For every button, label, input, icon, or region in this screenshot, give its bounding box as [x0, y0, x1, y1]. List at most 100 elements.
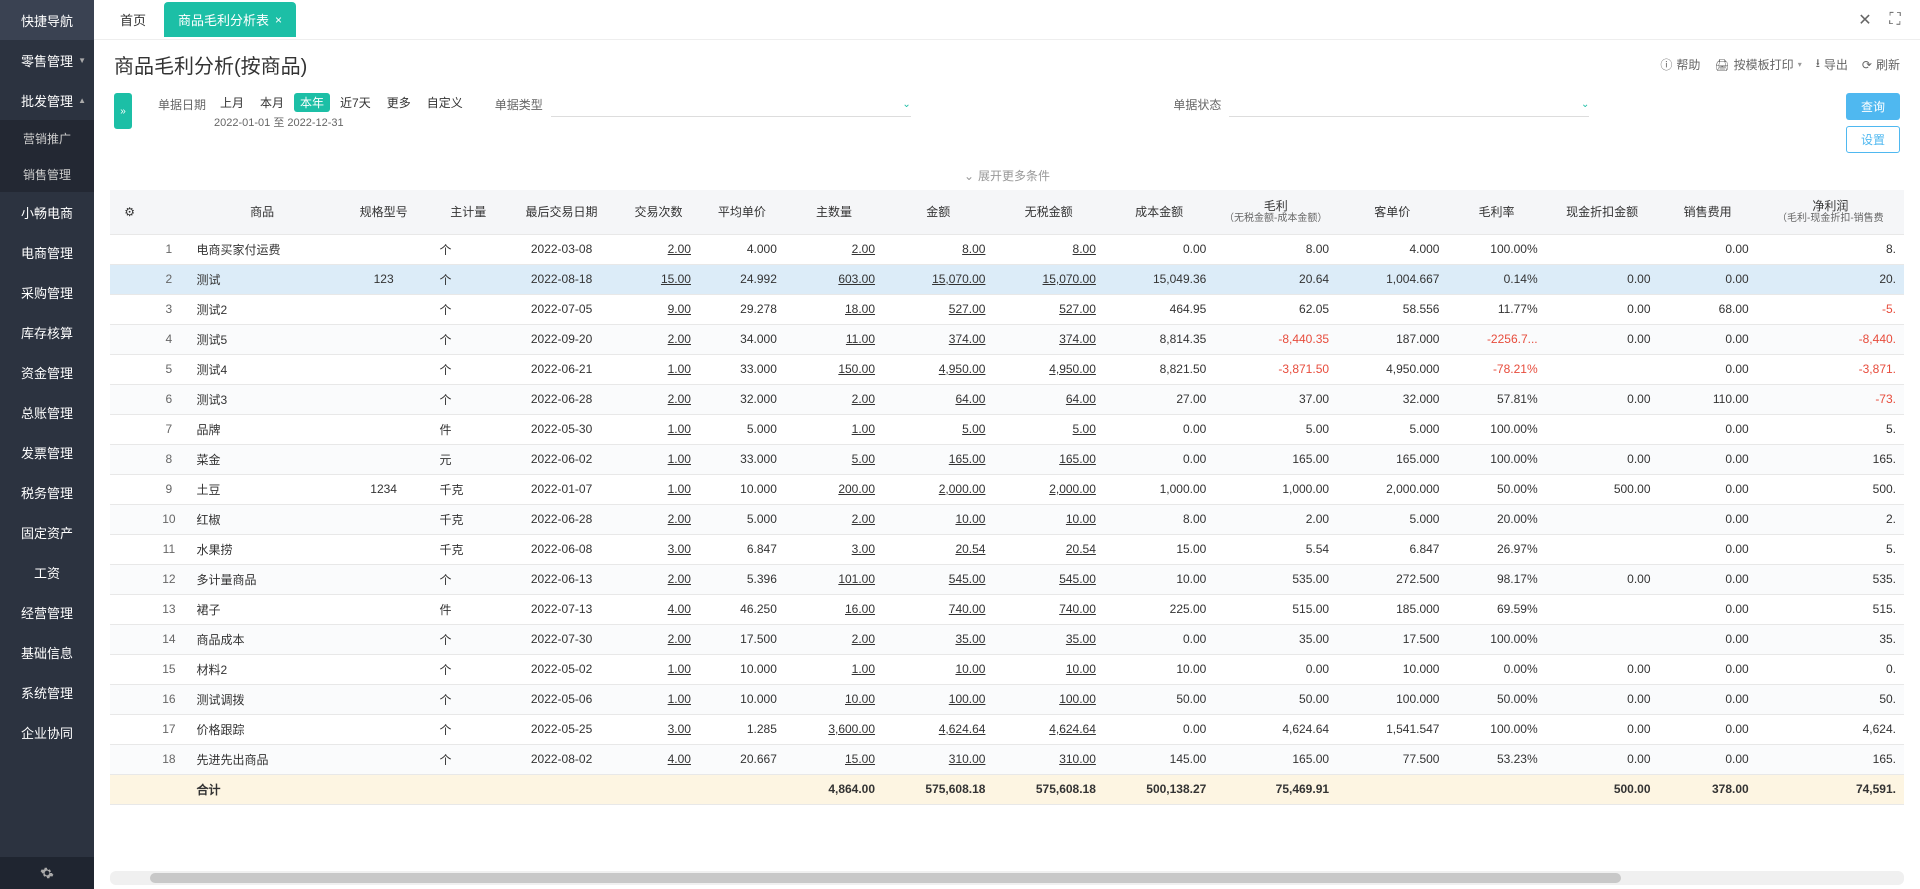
tab-active[interactable]: 商品毛利分析表 ×	[164, 2, 296, 37]
close-icon[interactable]: ×	[275, 13, 282, 27]
sidebar-item[interactable]: 发票管理	[0, 432, 94, 472]
query-button[interactable]: 查询	[1846, 93, 1900, 120]
col-rate[interactable]: 毛利率	[1447, 190, 1545, 234]
col-notax[interactable]: 无税金额	[993, 190, 1103, 234]
help-button[interactable]: ⓘ帮助	[1660, 56, 1700, 73]
table-row[interactable]: 6测试3个2022-06-282.0032.0002.0064.0064.002…	[110, 384, 1904, 414]
sidebar-item[interactable]: 系统管理	[0, 672, 94, 712]
date-chip[interactable]: 近7天	[334, 93, 377, 112]
date-chip[interactable]: 本月	[254, 93, 290, 112]
table-row[interactable]: 1电商买家付运费个2022-03-082.004.0002.008.008.00…	[110, 234, 1904, 264]
collapse-filter-button[interactable]: »	[114, 93, 132, 129]
tab-active-label: 商品毛利分析表	[178, 10, 269, 29]
col-date[interactable]: 最后交易日期	[505, 190, 618, 234]
col-unitp[interactable]: 客单价	[1337, 190, 1447, 234]
total-row: 合计4,864.00575,608.18575,608.18500,138.27…	[110, 774, 1904, 804]
sidebar-item[interactable]: 批发管理▲	[0, 80, 94, 120]
horizontal-scrollbar[interactable]	[110, 871, 1904, 885]
table-row[interactable]: 13裙子件2022-07-134.0046.25016.00740.00740.…	[110, 594, 1904, 624]
table-row[interactable]: 2测试123个2022-08-1815.0024.992603.0015,070…	[110, 264, 1904, 294]
doctype-select[interactable]: ⌄	[551, 93, 911, 117]
tab-home[interactable]: 首页	[106, 2, 160, 37]
data-table: ⚙ 商品规格型号主计量最后交易日期交易次数平均单价主数量金额无税金额成本金额毛利（…	[110, 190, 1904, 805]
col-idx[interactable]	[149, 190, 188, 234]
table-row[interactable]: 17价格跟踪个2022-05-253.001.2853,600.004,624.…	[110, 714, 1904, 744]
chevron-icon: ▼	[78, 56, 86, 65]
col-spec[interactable]: 规格型号	[336, 190, 432, 234]
settings-gear[interactable]	[0, 857, 94, 889]
sidebar-item[interactable]: 资金管理	[0, 352, 94, 392]
col-gross[interactable]: 毛利（无税金额-成本金额）	[1214, 190, 1337, 234]
sidebar-item[interactable]: 库存核算	[0, 312, 94, 352]
refresh-button[interactable]: ⟳刷新	[1862, 56, 1900, 73]
date-label: 单据日期	[152, 93, 206, 113]
table-row[interactable]: 5测试4个2022-06-211.0033.000150.004,950.004…	[110, 354, 1904, 384]
sidebar: 快捷导航零售管理▼批发管理▲营销推广销售管理小畅电商电商管理采购管理库存核算资金…	[0, 0, 94, 889]
filter-bar: » 单据日期 上月本月本年近7天更多自定义 2022-01-01 至 2022-…	[94, 85, 1920, 161]
date-filter: 单据日期 上月本月本年近7天更多自定义 2022-01-01 至 2022-12…	[152, 93, 469, 130]
date-chip[interactable]: 更多	[381, 93, 417, 112]
gear-icon	[40, 866, 54, 880]
sidebar-item[interactable]: 电商管理	[0, 232, 94, 272]
expand-conditions-button[interactable]: ⌄ 展开更多条件	[94, 161, 1920, 190]
sidebar-subitem[interactable]: 营销推广	[0, 120, 94, 156]
table-row[interactable]: 15材料2个2022-05-021.0010.0001.0010.0010.00…	[110, 654, 1904, 684]
title-bar: 商品毛利分析(按商品) ⓘ帮助 🖨按模板打印▾ ⭳导出 ⟳刷新	[94, 40, 1920, 85]
table-row[interactable]: 9土豆1234千克2022-01-071.0010.000200.002,000…	[110, 474, 1904, 504]
sidebar-item[interactable]: 快捷导航	[0, 0, 94, 40]
sidebar-item[interactable]: 零售管理▼	[0, 40, 94, 80]
sidebar-item[interactable]: 总账管理	[0, 392, 94, 432]
col-avgp[interactable]: 平均单价	[699, 190, 785, 234]
col-amt[interactable]: 金额	[883, 190, 993, 234]
sidebar-item[interactable]: 基础信息	[0, 632, 94, 672]
date-chip[interactable]: 上月	[214, 93, 250, 112]
table-row[interactable]: 11水果捞千克2022-06-083.006.8473.0020.5420.54…	[110, 534, 1904, 564]
tab-bar: 首页 商品毛利分析表 × ✕ ⛶	[94, 0, 1920, 40]
sidebar-item[interactable]: 税务管理	[0, 472, 94, 512]
table-container[interactable]: ⚙ 商品规格型号主计量最后交易日期交易次数平均单价主数量金额无税金额成本金额毛利（…	[94, 190, 1920, 871]
docstatus-filter: 单据状态 ⌄	[1167, 93, 1826, 117]
fullscreen-icon[interactable]: ⛶	[1882, 7, 1908, 33]
doctype-label: 单据类型	[489, 93, 543, 113]
docstatus-select[interactable]: ⌄	[1229, 93, 1589, 117]
doctype-filter: 单据类型 ⌄	[489, 93, 1148, 117]
title-actions: ⓘ帮助 🖨按模板打印▾ ⭳导出 ⟳刷新	[1660, 54, 1900, 75]
table-row[interactable]: 10红椒千克2022-06-282.005.0002.0010.0010.008…	[110, 504, 1904, 534]
page-title: 商品毛利分析(按商品)	[114, 50, 1660, 79]
print-button[interactable]: 🖨按模板打印▾	[1714, 56, 1801, 73]
sidebar-item[interactable]: 采购管理	[0, 272, 94, 312]
date-range: 2022-01-01 至 2022-12-31	[214, 114, 469, 130]
col-net[interactable]: 净利润（毛利-现金折扣-销售费	[1757, 190, 1904, 234]
close-all-icon[interactable]: ✕	[1852, 7, 1878, 33]
col-tx[interactable]: 交易次数	[618, 190, 699, 234]
main: 首页 商品毛利分析表 × ✕ ⛶ 商品毛利分析(按商品) ⓘ帮助 🖨按模板打印▾…	[94, 0, 1920, 889]
col-disc[interactable]: 现金折扣金额	[1546, 190, 1659, 234]
col-cost[interactable]: 成本金额	[1104, 190, 1214, 234]
date-chip[interactable]: 本年	[294, 93, 330, 112]
col-fee[interactable]: 销售费用	[1659, 190, 1757, 234]
col-qty[interactable]: 主数量	[785, 190, 883, 234]
table-row[interactable]: 7品牌件2022-05-301.005.0001.005.005.000.005…	[110, 414, 1904, 444]
table-row[interactable]: 16测试调拨个2022-05-061.0010.00010.00100.0010…	[110, 684, 1904, 714]
table-row[interactable]: 4测试5个2022-09-202.0034.00011.00374.00374.…	[110, 324, 1904, 354]
chevron-icon: ▲	[78, 96, 86, 105]
col-unit[interactable]: 主计量	[431, 190, 505, 234]
table-row[interactable]: 14商品成本个2022-07-302.0017.5002.0035.0035.0…	[110, 624, 1904, 654]
sidebar-item[interactable]: 小畅电商	[0, 192, 94, 232]
settings-button[interactable]: 设置	[1846, 126, 1900, 153]
sidebar-item[interactable]: 经营管理	[0, 592, 94, 632]
date-chip[interactable]: 自定义	[421, 93, 469, 112]
table-row[interactable]: 12多计量商品个2022-06-132.005.396101.00545.005…	[110, 564, 1904, 594]
chevron-down-icon: ⌄	[964, 169, 974, 183]
col-gear[interactable]: ⚙	[110, 190, 149, 234]
sidebar-item[interactable]: 工资	[0, 552, 94, 592]
table-row[interactable]: 18先进先出商品个2022-08-024.0020.66715.00310.00…	[110, 744, 1904, 774]
sidebar-item[interactable]: 企业协同	[0, 712, 94, 752]
sidebar-item[interactable]: 固定资产	[0, 512, 94, 552]
docstatus-label: 单据状态	[1167, 93, 1221, 113]
table-row[interactable]: 8菜金元2022-06-021.0033.0005.00165.00165.00…	[110, 444, 1904, 474]
export-button[interactable]: ⭳导出	[1816, 54, 1848, 75]
col-name[interactable]: 商品	[189, 190, 336, 234]
table-row[interactable]: 3测试2个2022-07-059.0029.27818.00527.00527.…	[110, 294, 1904, 324]
sidebar-subitem[interactable]: 销售管理	[0, 156, 94, 192]
